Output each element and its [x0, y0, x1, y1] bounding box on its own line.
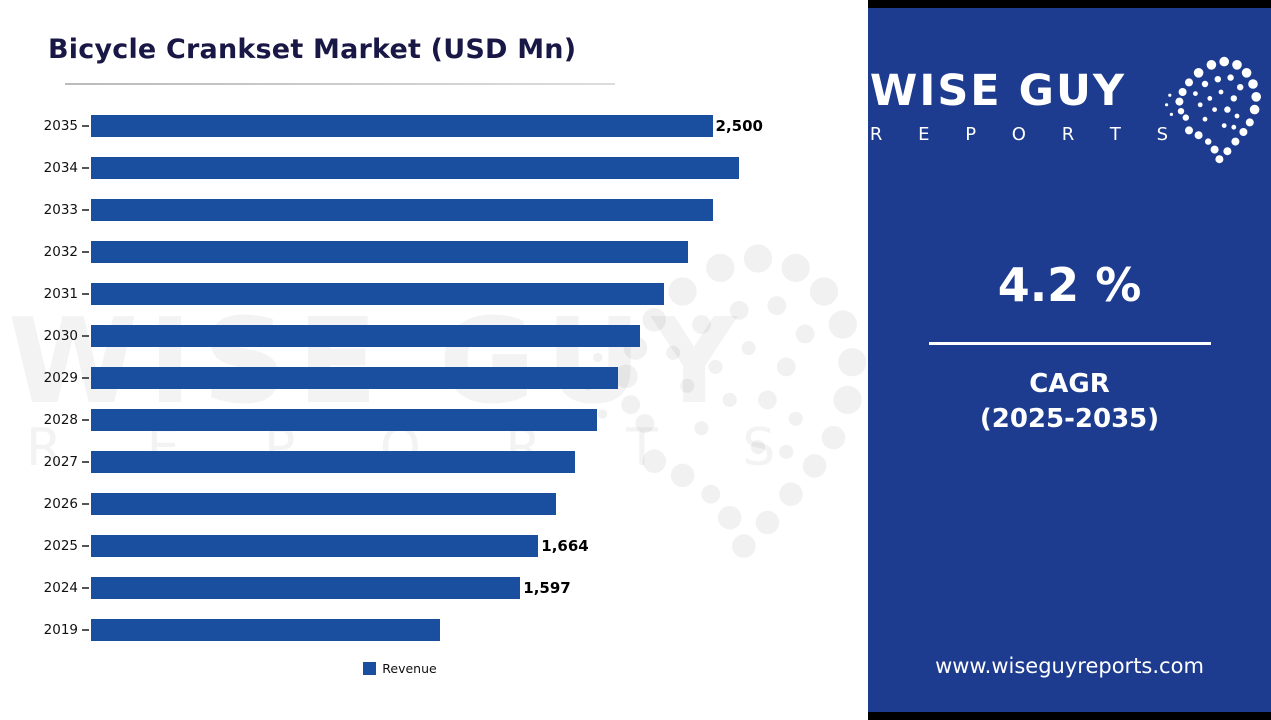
cagr-label-line2: (2025-2035)	[979, 404, 1160, 435]
bar-row: 2027	[30, 441, 868, 483]
logo-subtitle: R E P O R T S	[869, 124, 1184, 145]
revenue-bar	[91, 535, 539, 557]
revenue-bar	[91, 451, 576, 473]
revenue-bar	[91, 619, 441, 641]
axis-tick	[82, 503, 89, 505]
bar-row: 2035 2,500	[30, 105, 868, 147]
cagr-label-line1: CAGR	[1029, 369, 1110, 399]
revenue-bar	[91, 577, 521, 599]
bar-row: 2031	[30, 273, 868, 315]
revenue-bar	[91, 115, 713, 137]
y-axis-label: 2030	[43, 328, 78, 344]
bar-row: 2033	[30, 189, 868, 231]
bar-track: 1,597	[91, 577, 763, 599]
axis-tick	[82, 167, 89, 169]
bar-track	[91, 619, 763, 641]
wise-guy-logo: WISE GUY R E P O R T S	[870, 52, 1269, 172]
y-axis-label: 2033	[43, 202, 78, 218]
bar-row: 2024 1,597	[30, 567, 868, 609]
axis-tick	[82, 209, 89, 211]
revenue-bar	[91, 199, 713, 221]
axis-tick	[82, 545, 89, 547]
bar-row: 2029	[30, 357, 868, 399]
revenue-bar	[91, 493, 557, 515]
bar-track: 2,500	[91, 115, 763, 137]
y-axis-label: 2031	[43, 286, 78, 302]
axis-tick	[82, 125, 89, 127]
legend-swatch-revenue	[363, 662, 377, 675]
y-axis-label: 2026	[43, 496, 78, 512]
revenue-bar	[91, 157, 739, 179]
axis-tick	[82, 587, 89, 589]
chart-panel: WISE GUY R E P O R T S Bicycle Crankset …	[0, 34, 868, 676]
y-axis-label: 2032	[43, 244, 78, 260]
axis-tick	[82, 419, 89, 421]
legend-label-revenue: Revenue	[382, 661, 437, 676]
bar-track	[91, 199, 763, 221]
revenue-bar	[91, 241, 688, 263]
chart-legend: Revenue	[0, 661, 800, 676]
axis-tick	[82, 629, 89, 631]
y-axis-label: 2024	[43, 580, 78, 596]
bar-track	[91, 451, 763, 473]
bar-row: 2019	[30, 609, 868, 651]
logo-text: WISE GUY R E P O R T S	[870, 66, 1183, 145]
bar-value-label: 1,597	[523, 579, 571, 597]
bar-row: 2030	[30, 315, 868, 357]
bar-track	[91, 283, 763, 305]
bar-row: 2034	[30, 147, 868, 189]
bar-track: 1,664	[91, 535, 763, 557]
axis-tick	[82, 335, 89, 337]
axis-tick	[82, 251, 89, 253]
bar-row: 2032	[30, 231, 868, 273]
revenue-bar	[91, 367, 619, 389]
bar-track	[91, 493, 763, 515]
y-axis-label: 2035	[43, 118, 78, 134]
cagr-value: 4.2 %	[997, 258, 1142, 312]
y-axis-label: 2028	[43, 412, 78, 428]
bar-track	[91, 157, 763, 179]
bar-track	[91, 367, 763, 389]
brand-panel: WISE GUY R E P O R T S 4.2 % CAGR (2025-…	[868, 0, 1271, 720]
y-axis-label: 2019	[43, 622, 78, 638]
logo-wordmark: WISE GUY	[869, 66, 1126, 116]
wise-guy-head-icon	[1165, 56, 1262, 164]
bar-track	[91, 409, 763, 431]
y-axis-label: 2029	[43, 370, 78, 386]
bar-track	[91, 241, 763, 263]
bar-track	[91, 325, 763, 347]
bar-row: 2028	[30, 399, 868, 441]
cagr-block: 4.2 % CAGR (2025-2035)	[928, 258, 1211, 437]
chart-title: Bicycle Crankset Market (USD Mn)	[48, 34, 577, 65]
y-axis-label: 2034	[43, 160, 78, 176]
cagr-label: CAGR (2025-2035)	[929, 367, 1211, 437]
website-link[interactable]: www.wiseguyreports.com	[935, 654, 1204, 678]
revenue-bar	[91, 409, 597, 431]
title-divider	[65, 83, 615, 85]
plot-area: 2035 2,500 2034 2033 2032 2031 2030 2029 2028 202…	[30, 105, 868, 651]
y-axis-label: 2025	[43, 538, 78, 554]
axis-tick	[82, 377, 89, 379]
axis-tick	[82, 461, 89, 463]
bar-row: 2026	[30, 483, 868, 525]
revenue-bar	[91, 283, 664, 305]
bar-value-label: 2,500	[715, 117, 763, 135]
bar-value-label: 1,664	[541, 537, 589, 555]
y-axis-label: 2027	[43, 454, 78, 470]
axis-tick	[82, 293, 89, 295]
cagr-divider	[928, 342, 1211, 345]
bar-row: 2025 1,664	[30, 525, 868, 567]
revenue-bar	[91, 325, 641, 347]
